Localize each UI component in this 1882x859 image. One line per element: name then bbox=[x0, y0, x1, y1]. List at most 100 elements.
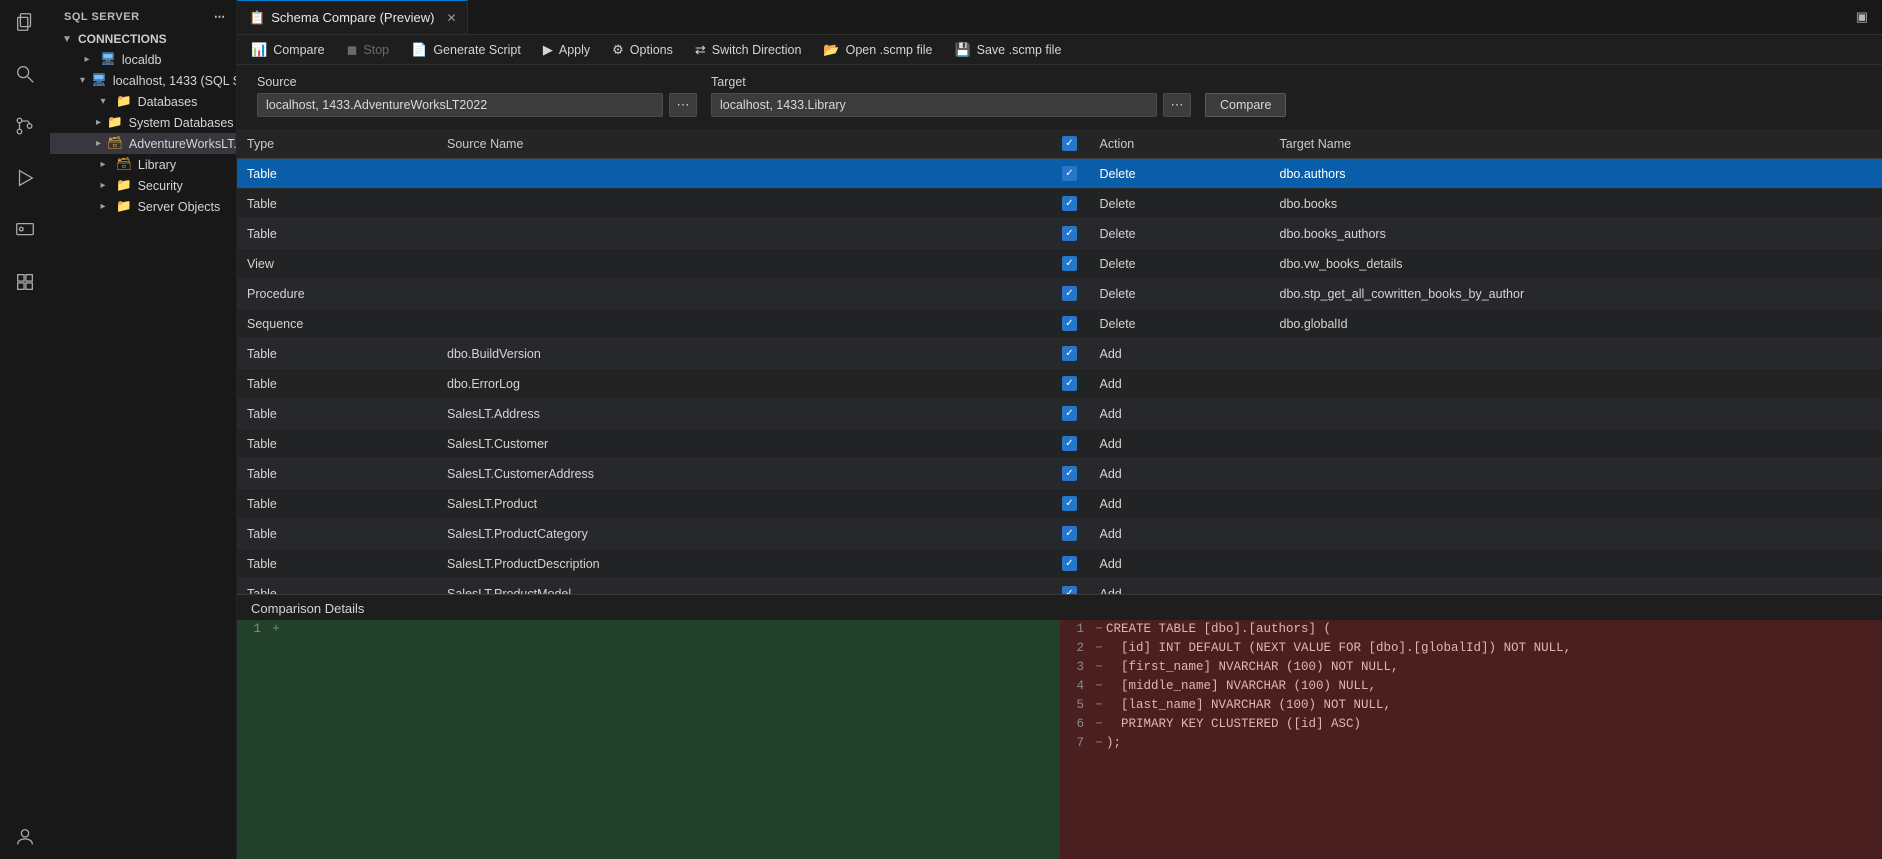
table-row[interactable]: Table ✓ Delete dbo.books bbox=[237, 189, 1882, 219]
account-icon[interactable] bbox=[13, 825, 37, 849]
search-icon[interactable] bbox=[13, 62, 37, 86]
chevron-down-icon[interactable]: ▾ bbox=[80, 75, 85, 86]
row-checkbox[interactable]: ✓ bbox=[1062, 316, 1077, 331]
table-row[interactable]: View ✓ Delete dbo.vw_books_details bbox=[237, 249, 1882, 279]
row-type: Table bbox=[237, 579, 437, 594]
tree-item-library[interactable]: ▸ 🗃 Library bbox=[50, 154, 236, 175]
table-row[interactable]: Table SalesLT.Product ✓ Add bbox=[237, 489, 1882, 519]
extensions-icon[interactable] bbox=[13, 270, 37, 294]
header-checkbox[interactable]: ✓ bbox=[1062, 136, 1077, 151]
table-row[interactable]: Table SalesLT.ProductDescription ✓ Add bbox=[237, 549, 1882, 579]
header-source-name[interactable]: Source Name bbox=[437, 129, 1050, 158]
run-icon[interactable] bbox=[13, 166, 37, 190]
table-row[interactable]: Procedure ✓ Delete dbo.stp_get_all_cowri… bbox=[237, 279, 1882, 309]
source-control-icon[interactable] bbox=[13, 114, 37, 138]
table-row[interactable]: Table dbo.BuildVersion ✓ Add bbox=[237, 339, 1882, 369]
diff-right-pane[interactable]: 1− CREATE TABLE [dbo].[authors] (2− [id] … bbox=[1060, 620, 1882, 859]
tree-item-label: localdb bbox=[122, 53, 162, 67]
tree-item-localdb[interactable]: ▸ 🖥 localdb bbox=[50, 49, 236, 70]
diff-line-number: 6 bbox=[1060, 715, 1092, 734]
row-checkbox[interactable]: ✓ bbox=[1062, 166, 1077, 181]
row-checkbox-col: ✓ bbox=[1050, 459, 1090, 488]
row-type: Table bbox=[237, 519, 437, 548]
save-scmp-toolbar-button[interactable]: 💾 Save .scmp file bbox=[954, 42, 1061, 58]
tree-item-server-objects[interactable]: ▸ 📁 Server Objects bbox=[50, 196, 236, 217]
row-checkbox[interactable]: ✓ bbox=[1062, 376, 1077, 391]
options-toolbar-button[interactable]: ⚙ Options bbox=[612, 42, 673, 58]
row-checkbox[interactable]: ✓ bbox=[1062, 586, 1077, 594]
table-row[interactable]: Table dbo.ErrorLog ✓ Add bbox=[237, 369, 1882, 399]
tab-schema-compare[interactable]: 📋 Schema Compare (Preview) ✕ bbox=[237, 0, 468, 34]
database-icon: 🗃 bbox=[116, 157, 132, 172]
header-target-name[interactable]: Target Name bbox=[1270, 129, 1882, 158]
server-icon: 🖥 bbox=[91, 73, 107, 88]
row-type: Sequence bbox=[237, 309, 437, 338]
target-column: Target localhost, 1433.Library ⋯ bbox=[711, 75, 1191, 117]
compare-toolbar-button[interactable]: 📊 Compare bbox=[251, 42, 325, 58]
table-row[interactable]: Table SalesLT.Address ✓ Add bbox=[237, 399, 1882, 429]
row-checkbox[interactable]: ✓ bbox=[1062, 526, 1077, 541]
chevron-right-icon[interactable]: ▸ bbox=[96, 180, 110, 191]
chevron-right-icon[interactable]: ▸ bbox=[96, 138, 101, 149]
tree-item-system-databases[interactable]: ▸ 📁 System Databases bbox=[50, 112, 236, 133]
chevron-right-icon[interactable]: ▸ bbox=[80, 54, 94, 65]
row-checkbox[interactable]: ✓ bbox=[1062, 466, 1077, 481]
header-type[interactable]: Type bbox=[237, 129, 437, 158]
schema-diff-table-scroll[interactable]: Type Source Name ✓ Action Target Name Ta… bbox=[237, 129, 1882, 594]
row-checkbox[interactable]: ✓ bbox=[1062, 346, 1077, 361]
tree-item-label: AdventureWorksLT... bbox=[129, 137, 237, 151]
table-row[interactable]: Table ✓ Delete dbo.books_authors bbox=[237, 219, 1882, 249]
tree-item-adventureworkslt[interactable]: ▸ 🗃 AdventureWorksLT... ↻ bbox=[50, 133, 236, 154]
row-target-name bbox=[1270, 369, 1882, 398]
tree-item-databases[interactable]: ▾ 📁 Databases bbox=[50, 91, 236, 112]
table-row[interactable]: Table SalesLT.CustomerAddress ✓ Add bbox=[237, 459, 1882, 489]
diff-line-number: 3 bbox=[1060, 658, 1092, 677]
chevron-right-icon[interactable]: ▸ bbox=[96, 159, 110, 170]
table-row[interactable]: Table SalesLT.ProductModel ✓ Add bbox=[237, 579, 1882, 594]
compare-action-button[interactable]: Compare bbox=[1205, 93, 1286, 117]
chevron-right-icon[interactable]: ▸ bbox=[96, 117, 101, 128]
row-checkbox[interactable]: ✓ bbox=[1062, 406, 1077, 421]
monitor-icon[interactable] bbox=[13, 218, 37, 242]
sidebar-menu-icon[interactable]: ⋯ bbox=[214, 10, 226, 23]
chevron-right-icon[interactable]: ▸ bbox=[96, 201, 110, 212]
target-input[interactable]: localhost, 1433.Library bbox=[711, 93, 1157, 117]
row-checkbox[interactable]: ✓ bbox=[1062, 256, 1077, 271]
row-checkbox[interactable]: ✓ bbox=[1062, 496, 1077, 511]
diff-left-pane[interactable]: 1 + bbox=[237, 620, 1060, 859]
copy-icon[interactable] bbox=[13, 10, 37, 34]
tree-item-localhost[interactable]: ▾ 🖥 localhost, 1433 (SQL Serv... bbox=[50, 70, 236, 91]
chevron-down-icon[interactable]: ▾ bbox=[96, 96, 110, 107]
toolbar: 📊 Compare ◼ Stop 📄 Generate Script ▶ App… bbox=[237, 35, 1882, 65]
table-row[interactable]: Sequence ✓ Delete dbo.globalId bbox=[237, 309, 1882, 339]
row-checkbox[interactable]: ✓ bbox=[1062, 436, 1077, 451]
row-checkbox[interactable]: ✓ bbox=[1062, 196, 1077, 211]
row-source-name: dbo.BuildVersion bbox=[437, 339, 1050, 368]
stop-toolbar-button[interactable]: ◼ Stop bbox=[347, 42, 390, 58]
switch-direction-toolbar-button[interactable]: ⇄ Switch Direction bbox=[695, 42, 802, 58]
tree-item-label: Server Objects bbox=[138, 200, 221, 214]
connections-section[interactable]: ▼ CONNECTIONS bbox=[50, 29, 236, 49]
sidebar-title: SQL SERVER bbox=[64, 11, 140, 23]
header-action[interactable]: Action bbox=[1090, 129, 1270, 158]
close-tab-icon[interactable]: ✕ bbox=[446, 11, 456, 25]
generate-script-toolbar-button[interactable]: 📄 Generate Script bbox=[411, 42, 521, 58]
options-toolbar-label: Options bbox=[630, 43, 673, 57]
row-checkbox[interactable]: ✓ bbox=[1062, 286, 1077, 301]
row-checkbox-col: ✓ bbox=[1050, 219, 1090, 248]
row-type: Table bbox=[237, 369, 437, 398]
table-row[interactable]: Table ✓ Delete dbo.authors bbox=[237, 159, 1882, 189]
source-browse-button[interactable]: ⋯ bbox=[669, 93, 697, 117]
row-checkbox[interactable]: ✓ bbox=[1062, 556, 1077, 571]
source-input[interactable]: localhost, 1433.AdventureWorksLT2022 bbox=[257, 93, 663, 117]
split-editor-icon[interactable]: ▣ bbox=[1856, 9, 1868, 25]
table-row[interactable]: Table SalesLT.ProductCategory ✓ Add bbox=[237, 519, 1882, 549]
row-action: Delete bbox=[1090, 249, 1270, 278]
table-row[interactable]: Table SalesLT.Customer ✓ Add bbox=[237, 429, 1882, 459]
open-scmp-toolbar-button[interactable]: 📂 Open .scmp file bbox=[823, 42, 932, 58]
apply-toolbar-button[interactable]: ▶ Apply bbox=[543, 42, 590, 58]
row-checkbox[interactable]: ✓ bbox=[1062, 226, 1077, 241]
header-checkbox-col[interactable]: ✓ bbox=[1050, 129, 1090, 158]
target-browse-button[interactable]: ⋯ bbox=[1163, 93, 1191, 117]
tree-item-security[interactable]: ▸ 📁 Security bbox=[50, 175, 236, 196]
